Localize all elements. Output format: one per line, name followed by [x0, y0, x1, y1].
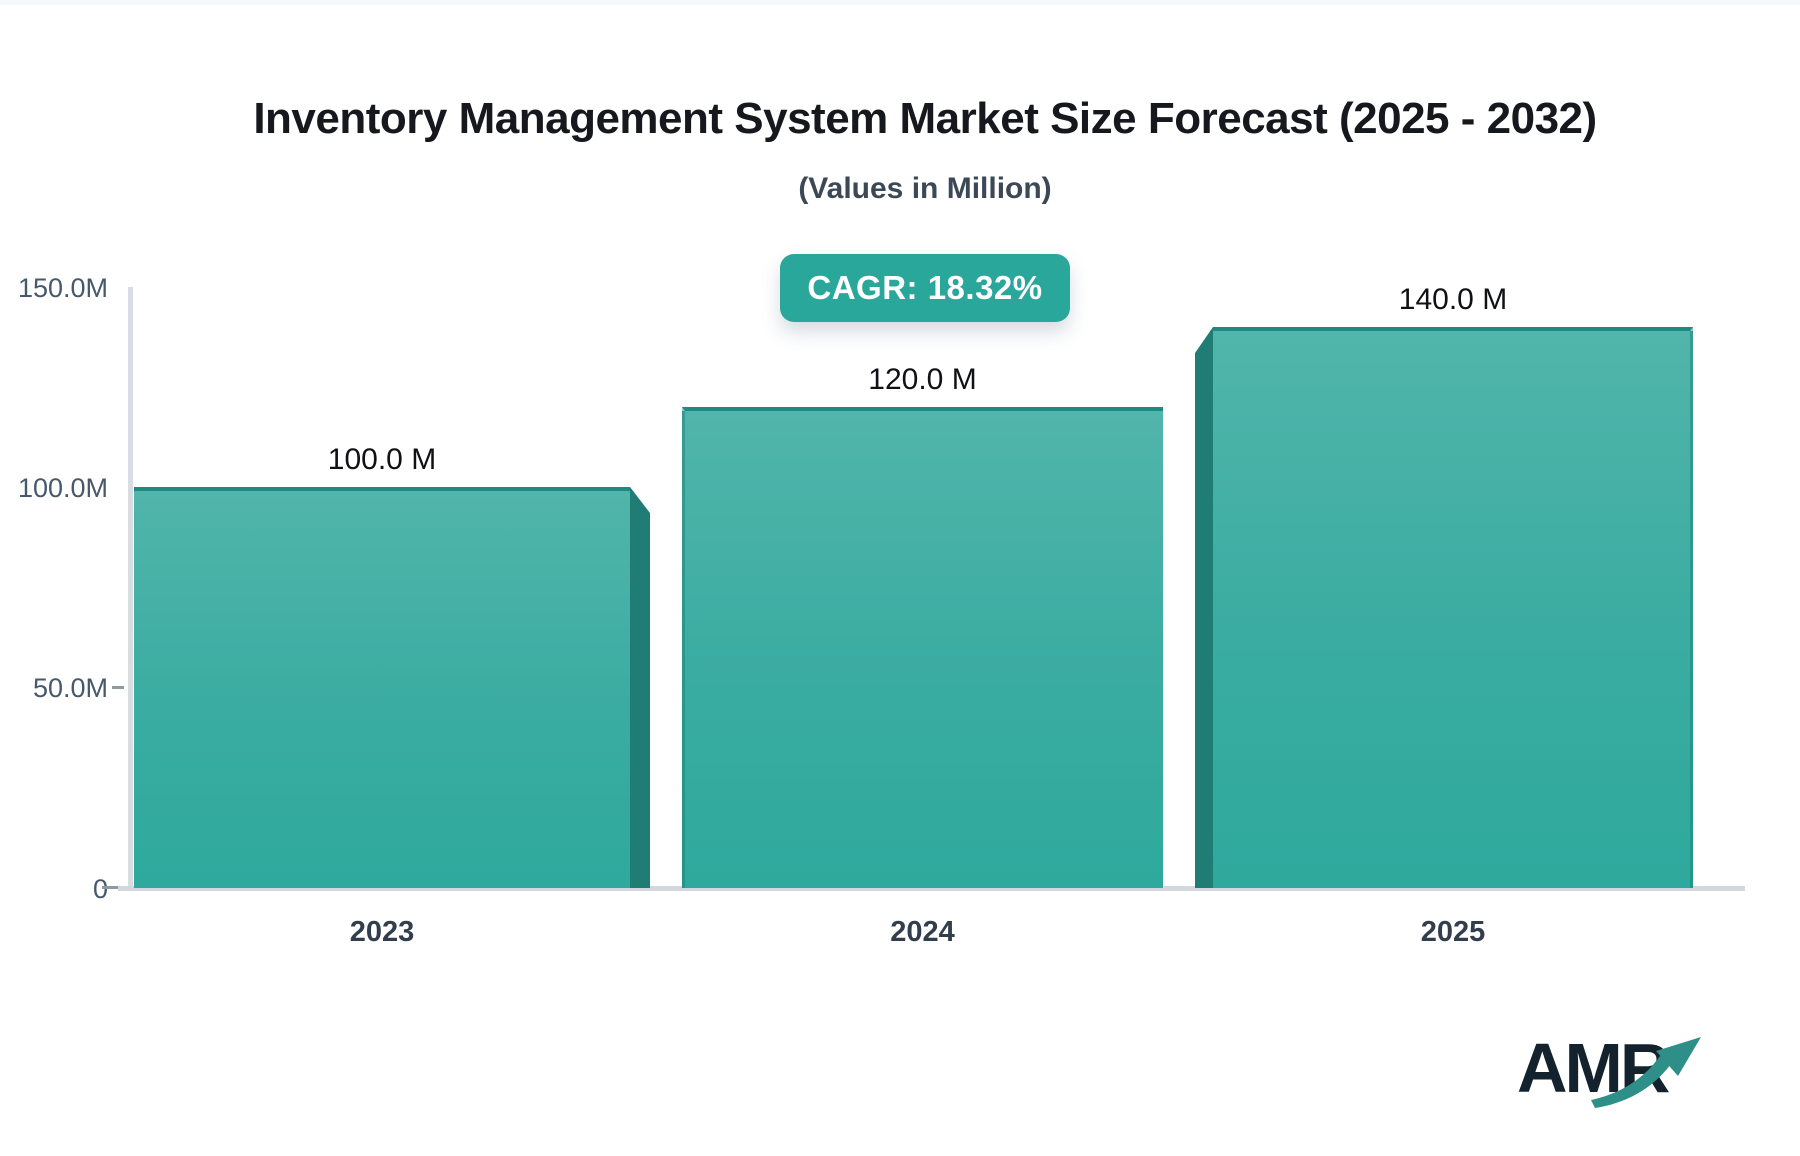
y-tick-mark-50	[112, 686, 124, 689]
bar-2025-3d-side	[1195, 327, 1213, 888]
y-tick-label-150: 150.0M	[17, 273, 108, 303]
bar-value-label: 100.0 M	[327, 443, 437, 476]
x-axis-line	[118, 886, 1745, 891]
x-tick-label-2025: 2025	[1420, 916, 1486, 948]
chart-title: Inventory Management System Market Size …	[253, 94, 1597, 143]
chart-subtitle: (Values in Million)	[798, 172, 1052, 205]
amr-logo-arrowhead-icon	[1656, 1037, 1701, 1076]
bar-value-label: 140.0 M	[1398, 283, 1508, 316]
y-tick-mark-0	[102, 886, 118, 889]
bar-2024	[682, 407, 1163, 888]
amr-logo-text: AMR	[1517, 1029, 1670, 1107]
bar-2025	[1213, 327, 1693, 888]
y-tick-label-100: 100.0M	[17, 473, 108, 503]
bar-value-label: 120.0 M	[868, 363, 977, 396]
x-tick-label-2024: 2024	[890, 916, 955, 948]
y-axis-line	[128, 287, 133, 888]
amr-logo-arrow-swoosh	[1591, 1056, 1671, 1108]
x-tick-label-2023: 2023	[349, 916, 415, 948]
amr-logo: AMR	[1515, 1022, 1725, 1117]
page-top-edge	[0, 0, 1800, 5]
y-tick-label-50: 50.0M	[32, 673, 108, 703]
y-tick-label-0: 0	[92, 874, 108, 904]
bar-2023-3d-side	[630, 487, 650, 888]
cagr-badge: CAGR: 18.32%	[780, 254, 1070, 322]
bar-2023	[134, 487, 630, 888]
